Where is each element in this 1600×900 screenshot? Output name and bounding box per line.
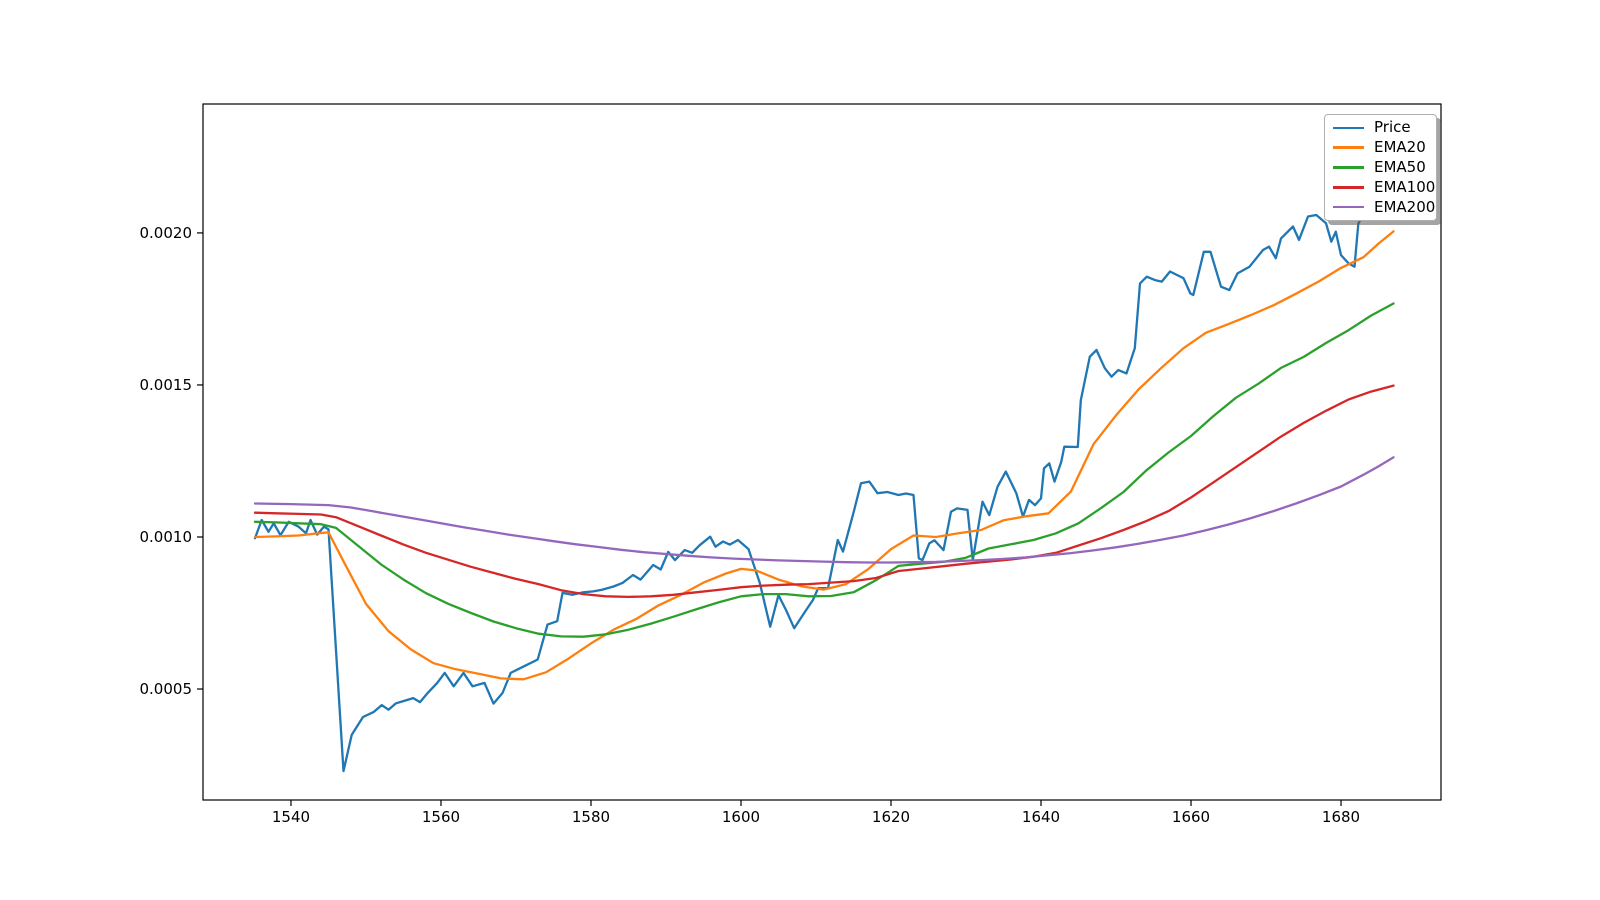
legend-item-price: Price: [1333, 120, 1428, 135]
plot-lines: [253, 186, 1395, 773]
series-line-ema200: [253, 456, 1395, 564]
legend-label: EMA200: [1374, 197, 1436, 216]
y-tick-label: 0.0020: [140, 224, 193, 242]
series-line-ema50: [253, 302, 1395, 638]
x-tick-label: 1640: [1022, 808, 1060, 826]
x-tick-label: 1680: [1322, 808, 1360, 826]
legend-label: EMA20: [1374, 138, 1426, 157]
series-line-price: [253, 186, 1395, 773]
x-tick-label: 1540: [272, 808, 310, 826]
y-tick-label: 0.0010: [140, 528, 193, 546]
series-line-ema20: [253, 230, 1395, 681]
x-tick-label: 1580: [572, 808, 610, 826]
legend-item-ema100: EMA100: [1333, 179, 1435, 195]
legend-line-swatch-ema100: [1333, 186, 1364, 189]
legend-label: EMA100: [1374, 177, 1436, 196]
y-tick-label: 0.0005: [140, 680, 193, 698]
legend-item-ema200: EMA200: [1333, 199, 1435, 215]
legend-item-ema20: EMA20: [1333, 140, 1428, 155]
legend-item-ema50: EMA50: [1333, 157, 1428, 176]
legend-line-swatch-ema200: [1333, 205, 1364, 209]
series-line-ema100: [253, 384, 1395, 599]
x-tick-label: 1600: [722, 808, 760, 826]
x-tick-label: 1620: [872, 808, 910, 826]
legend: Price EMA20 EMA50 EMA100 EMA200: [1324, 114, 1437, 221]
legend-line-swatch-ema20: [1333, 146, 1364, 149]
x-tick-label: 1660: [1172, 808, 1210, 826]
axes-frame: [202, 103, 1442, 801]
legend-label: Price: [1374, 118, 1411, 137]
legend-label: EMA50: [1374, 157, 1426, 176]
legend-line-swatch-ema50: [1333, 166, 1364, 169]
legend-line-swatch-price: [1333, 126, 1364, 130]
x-tick-label: 1560: [422, 808, 460, 826]
y-tick-label: 0.0015: [140, 376, 193, 394]
